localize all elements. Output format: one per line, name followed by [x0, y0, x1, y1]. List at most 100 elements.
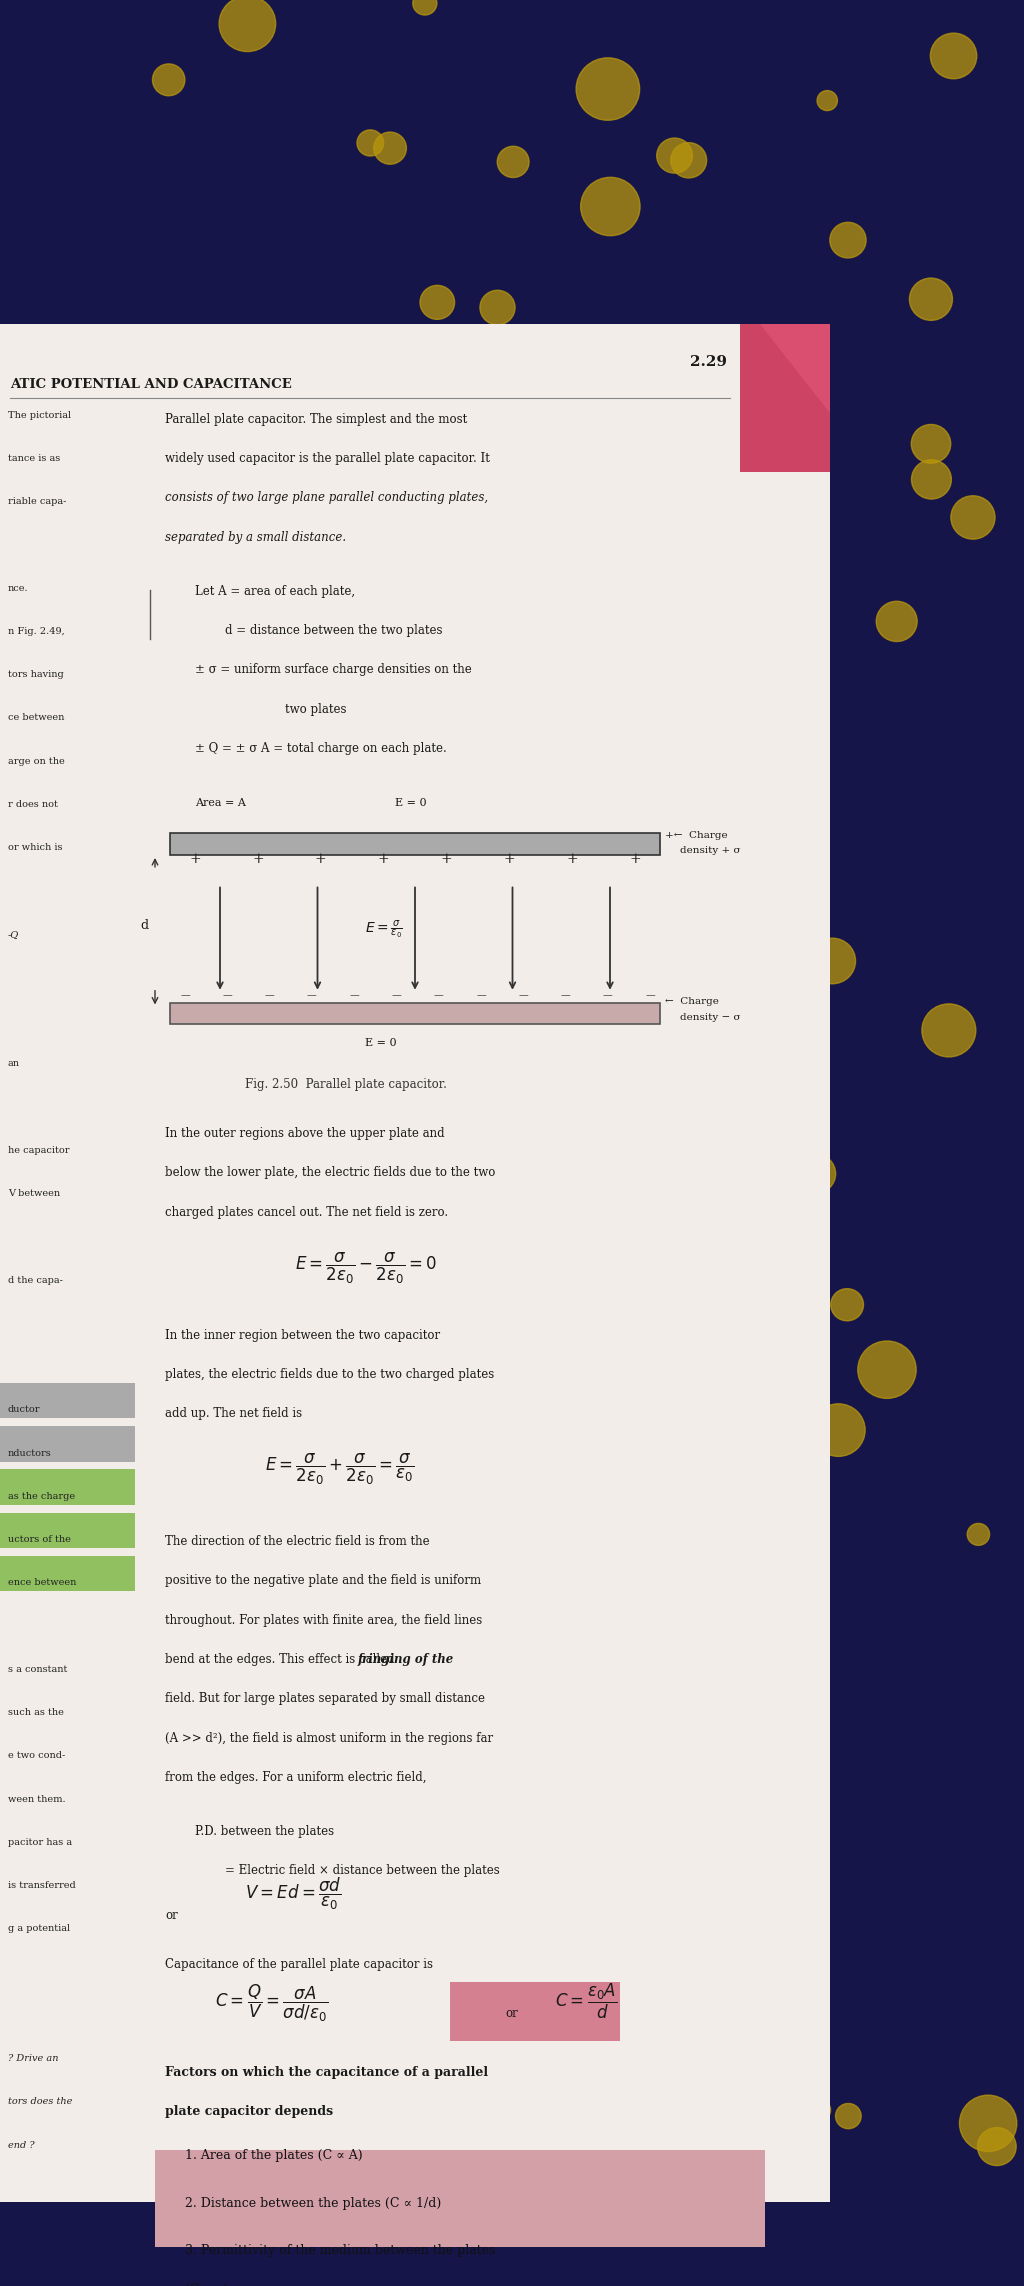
Text: 3. Permittivity of the medium between the plates: 3. Permittivity of the medium between th… [185, 2243, 496, 2256]
Text: +: + [252, 853, 263, 866]
Circle shape [177, 677, 208, 706]
Text: In the outer regions above the upper plate and: In the outer regions above the upper pla… [165, 1127, 444, 1141]
Circle shape [510, 1397, 542, 1429]
Circle shape [791, 1916, 812, 1936]
Circle shape [772, 1968, 821, 2019]
Circle shape [678, 1813, 725, 1859]
Text: = Electric field × distance between the plates: = Electric field × distance between the … [225, 1865, 500, 1877]
Circle shape [420, 286, 455, 320]
Circle shape [830, 1289, 863, 1321]
Text: $E = \dfrac{\sigma}{2\varepsilon_0} - \dfrac{\sigma}{2\varepsilon_0} = 0$: $E = \dfrac{\sigma}{2\varepsilon_0} - \d… [295, 1250, 437, 1285]
Text: n Fig. 2.49,: n Fig. 2.49, [8, 626, 65, 636]
Text: 2. Distance between the plates (C ∝ 1/d): 2. Distance between the plates (C ∝ 1/d) [185, 2197, 441, 2211]
Text: ± Q = ± σ A = total charge on each plate.: ± Q = ± σ A = total charge on each plate… [195, 743, 446, 754]
Text: —: — [307, 990, 316, 999]
Text: or which is: or which is [8, 844, 62, 853]
Circle shape [911, 459, 951, 498]
Text: 2.29: 2.29 [690, 354, 727, 368]
Text: ←  Charge: ← Charge [665, 997, 719, 1006]
Text: +: + [189, 853, 201, 866]
Circle shape [968, 1522, 989, 1545]
Text: Factors on which the capacitance of a parallel: Factors on which the capacitance of a pa… [165, 2067, 488, 2078]
Circle shape [809, 2099, 830, 2121]
Text: $C = \dfrac{Q}{V} = \dfrac{\sigma A}{\sigma d/\varepsilon_0}$: $C = \dfrac{Q}{V} = \dfrac{\sigma A}{\si… [215, 1982, 328, 2023]
Circle shape [223, 1468, 249, 1493]
Circle shape [407, 386, 450, 430]
Text: —: — [180, 990, 189, 999]
Text: +: + [629, 853, 641, 866]
Text: (C ∝ ε): (C ∝ ε) [185, 2284, 227, 2286]
Circle shape [931, 32, 977, 78]
Text: +: + [378, 853, 389, 866]
Bar [0, 1383, 135, 1417]
Circle shape [959, 2096, 1017, 2151]
Circle shape [978, 2128, 1016, 2165]
Circle shape [817, 91, 838, 110]
Circle shape [656, 137, 692, 174]
Text: r does not: r does not [8, 800, 58, 809]
Circle shape [653, 812, 693, 853]
Text: nce.: nce. [8, 583, 29, 592]
Circle shape [877, 601, 918, 642]
Text: an: an [8, 1058, 20, 1068]
Circle shape [318, 661, 346, 688]
Circle shape [219, 0, 275, 53]
Text: 1. Area of the plates (C ∝ A): 1. Area of the plates (C ∝ A) [185, 2149, 362, 2163]
Text: charged plates cancel out. The net field is zero.: charged plates cancel out. The net field… [165, 1205, 449, 1218]
Text: The pictorial: The pictorial [8, 411, 71, 421]
Circle shape [461, 988, 485, 1010]
Text: +: + [566, 853, 578, 866]
Text: from the edges. For a uniform electric field,: from the edges. For a uniform electric f… [165, 1772, 427, 1783]
Circle shape [639, 1312, 692, 1365]
Circle shape [357, 434, 418, 494]
Bar [0, 1557, 135, 1591]
Circle shape [909, 279, 952, 320]
Circle shape [58, 1733, 97, 1772]
Text: Parallel plate capacitor. The simplest and the most: Parallel plate capacitor. The simplest a… [165, 414, 467, 425]
Text: $V = Ed = \dfrac{\sigma d}{\varepsilon_0}$: $V = Ed = \dfrac{\sigma d}{\varepsilon_0… [245, 1875, 341, 1911]
Text: uctors of the: uctors of the [8, 1536, 71, 1543]
Circle shape [809, 937, 855, 983]
Circle shape [514, 1760, 577, 1822]
Circle shape [153, 64, 185, 96]
Text: widely used capacitor is the parallel plate capacitor. It: widely used capacitor is the parallel pl… [165, 453, 489, 464]
Text: —: — [518, 990, 528, 999]
Circle shape [374, 133, 407, 165]
Text: —: — [476, 990, 485, 999]
Circle shape [572, 2083, 636, 2144]
Text: —: — [560, 990, 570, 999]
Text: nductors: nductors [8, 1449, 52, 1458]
Text: +←  Charge: +← Charge [665, 832, 728, 841]
Circle shape [0, 1154, 49, 1205]
Circle shape [146, 416, 182, 450]
Circle shape [397, 981, 452, 1033]
Circle shape [671, 142, 707, 178]
Text: add up. The net field is: add up. The net field is [165, 1408, 302, 1420]
Circle shape [191, 1086, 228, 1120]
Circle shape [301, 1317, 332, 1346]
Circle shape [166, 1646, 204, 1685]
Text: density + σ: density + σ [680, 846, 740, 855]
Circle shape [716, 1463, 742, 1488]
Circle shape [415, 1404, 458, 1447]
Bar [170, 1004, 660, 1024]
Text: arge on the: arge on the [8, 757, 65, 766]
Text: end ?: end ? [8, 2140, 35, 2149]
Circle shape [8, 594, 41, 626]
Bar [450, 1982, 620, 2041]
Text: tance is as: tance is as [8, 455, 60, 464]
Text: -Q: -Q [8, 930, 19, 940]
Text: ce between: ce between [8, 713, 65, 722]
Circle shape [858, 1342, 916, 1399]
Text: ductor: ductor [8, 1406, 41, 1415]
Text: —: — [264, 990, 274, 999]
Circle shape [113, 2037, 134, 2057]
Polygon shape [740, 325, 830, 471]
Text: below the lower plate, the electric fields due to the two: below the lower plate, the electric fiel… [165, 1166, 496, 1180]
Text: —: — [391, 990, 401, 999]
Bar [0, 1513, 135, 1548]
Text: pacitor has a: pacitor has a [8, 1838, 72, 1847]
Text: tors does the: tors does the [8, 2096, 73, 2105]
Text: +: + [504, 853, 515, 866]
Circle shape [749, 1484, 788, 1522]
